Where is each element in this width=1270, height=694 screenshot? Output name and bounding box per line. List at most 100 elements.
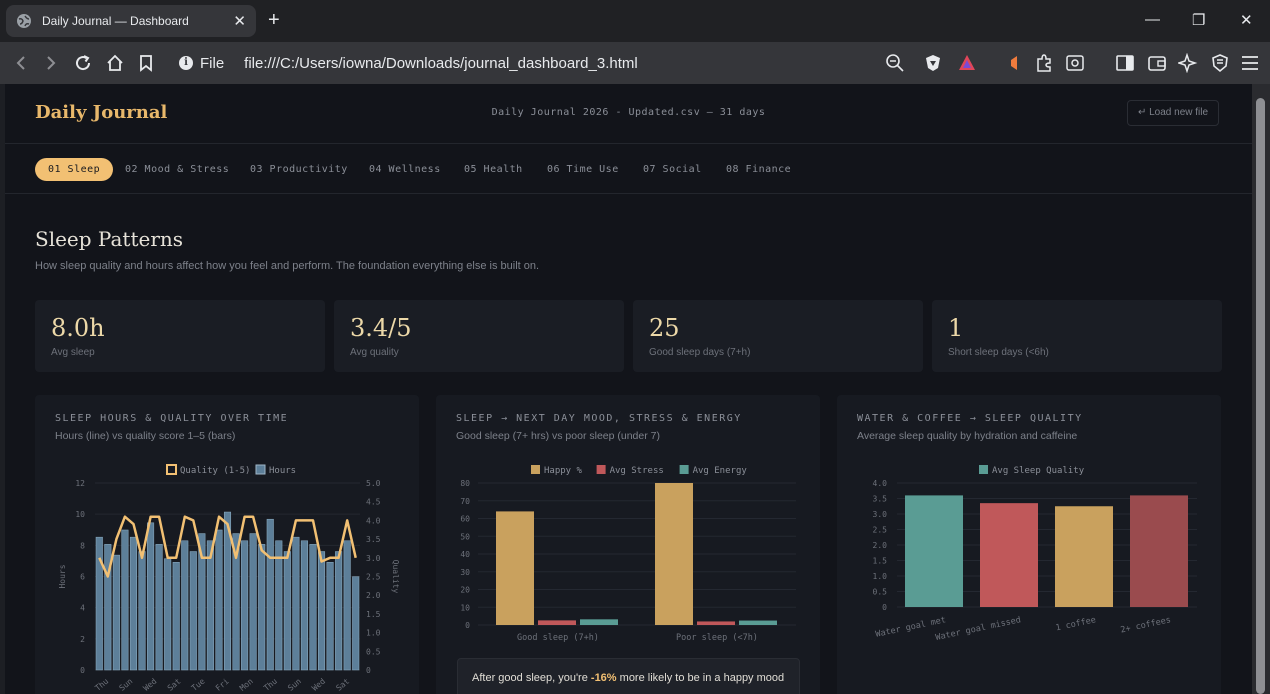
tab-finance[interactable]: 08 Finance: [726, 164, 792, 175]
page-header: Daily Journal Daily Journal 2026 - Updat…: [5, 84, 1252, 144]
wallet-icon[interactable]: [1147, 53, 1167, 73]
stat-value: 8.0h: [51, 314, 105, 342]
url-text[interactable]: file:///C:/Users/iowna/Downloads/journal…: [244, 54, 638, 72]
leo-ai-icon[interactable]: [1178, 53, 1198, 73]
quality-bar: [905, 495, 963, 607]
y-tick: 0: [882, 603, 887, 612]
quality-bar: [164, 558, 172, 671]
page-scrollbar[interactable]: [1252, 84, 1270, 694]
quality-bar: [343, 540, 351, 671]
load-file-button[interactable]: ↵ Load new file: [1127, 100, 1219, 126]
x-tick-label: Sun: [118, 677, 135, 693]
y-tick: 20: [460, 586, 470, 595]
quality-bar: [1130, 495, 1188, 607]
y-tick-left: 0: [80, 666, 85, 675]
back-icon[interactable]: [10, 52, 32, 74]
quality-bar: [335, 551, 343, 671]
quality-bar: [206, 540, 214, 671]
forward-icon[interactable]: [40, 52, 62, 74]
window-close-icon[interactable]: ✕: [1240, 12, 1253, 29]
next-day-mood-chart: Happy % Avg Stress Avg Energy 80 70 60 50 40 30 2…: [460, 465, 796, 643]
browser-tabbar: Daily Journal — Dashboard ✕ + — ❐ ✕: [0, 0, 1270, 42]
legend-label: Avg Energy: [693, 466, 748, 476]
browser-toolbar: i File file:///C:/Users/iowna/Downloads/…: [0, 42, 1270, 84]
menu-icon[interactable]: [1240, 53, 1260, 73]
tab-mood-stress[interactable]: 02 Mood & Stress: [125, 164, 230, 175]
tab-title: Daily Journal — Dashboard: [42, 14, 189, 28]
close-tab-icon[interactable]: ✕: [233, 13, 246, 30]
info-icon[interactable]: i: [179, 56, 193, 70]
quality-bar: [283, 551, 291, 671]
minimize-icon[interactable]: —: [1145, 11, 1160, 28]
stat-value: 3.4/5: [350, 314, 412, 342]
x-tick-label: Wed: [310, 677, 327, 693]
brave-rewards-icon[interactable]: [957, 53, 977, 73]
tab-productivity[interactable]: 03 Productivity: [250, 164, 348, 175]
sidebar-icon[interactable]: [1115, 53, 1135, 73]
quality-bar: [104, 544, 112, 671]
chart-subtitle: Good sleep (7+ hrs) vs poor sleep (under…: [456, 430, 660, 442]
home-icon[interactable]: [104, 52, 126, 74]
quality-bar: [326, 562, 334, 671]
quality-bar: [189, 551, 197, 671]
legend-label: Quality (1-5): [180, 466, 250, 476]
y-tick: 2.5: [873, 526, 888, 535]
insight-box: After good sleep, you're -16% more likel…: [457, 658, 800, 694]
brave-shield-icon[interactable]: [923, 53, 943, 73]
tab-social[interactable]: 07 Social: [643, 164, 702, 175]
x-tick-label: 2+ coffees: [1120, 615, 1172, 635]
quality-bar: [232, 533, 240, 671]
y-tick-left: 8: [80, 541, 85, 550]
quality-bar: [223, 511, 232, 671]
quality-bar: [112, 554, 120, 671]
quality-bar: [292, 536, 300, 671]
tab-health[interactable]: 05 Health: [464, 164, 523, 175]
scrollbar-thumb[interactable]: [1256, 98, 1265, 694]
new-tab-button[interactable]: +: [268, 9, 280, 31]
reload-icon[interactable]: [72, 52, 94, 74]
quality-bar: [95, 536, 103, 671]
y-tick: 40: [460, 550, 470, 559]
vpn-icon[interactable]: [1210, 53, 1230, 73]
section-title: Sleep Patterns: [35, 227, 184, 251]
tab-sleep[interactable]: 01 Sleep: [35, 158, 114, 181]
bar-happy-: [496, 511, 534, 625]
x-tick-label: Poor sleep (<7h): [676, 633, 758, 643]
water-coffee-chart: Avg Sleep Quality 4.0 3.5 3.0 2.5 2.0 1.5 1.0 0.…: [873, 465, 1197, 643]
chart-subtitle: Average sleep quality by hydration and c…: [857, 430, 1078, 442]
tab-time-use[interactable]: 06 Time Use: [547, 164, 619, 175]
stat-card-avg-sleep: 8.0h Avg sleep: [35, 300, 325, 372]
stat-label: Short sleep days (<6h): [948, 347, 1049, 358]
y-tick: 0.5: [873, 588, 888, 597]
x-tick-label: Thu: [93, 677, 110, 693]
quality-bar: [266, 518, 274, 671]
tab-wellness[interactable]: 04 Wellness: [369, 164, 441, 175]
y-tick: 0: [465, 621, 470, 630]
stat-label: Good sleep days (7+h): [649, 347, 751, 358]
puzzle-icon[interactable]: [1034, 53, 1054, 73]
y-tick-right: 2.0: [366, 591, 381, 600]
bookmark-icon[interactable]: [135, 52, 157, 74]
y-tick: 60: [460, 515, 470, 524]
y-tick-right: 3.0: [366, 554, 381, 563]
quality-bar: [980, 503, 1038, 607]
x-tick-label: Good sleep (7+h): [517, 633, 599, 643]
x-tick-label: Mon: [238, 677, 255, 693]
y-tick-right: 4.0: [366, 516, 381, 525]
insight-suffix: more likely to be in a happy mood: [616, 672, 785, 684]
stat-card-avg-quality: 3.4/5 Avg quality: [334, 300, 624, 372]
y-tick: 80: [460, 479, 470, 488]
restore-icon[interactable]: ❐: [1192, 12, 1206, 29]
reader-icon[interactable]: [1065, 53, 1085, 73]
quality-bar: [249, 533, 257, 671]
stat-card-short-sleep-days: 1 Short sleep days (<6h): [932, 300, 1222, 372]
zoom-out-icon[interactable]: [885, 53, 905, 73]
address-bar[interactable]: i File file:///C:/Users/iowna/Downloads/…: [170, 48, 910, 78]
chart-card-sleep-over-time: Quality (1-5) Hours 12 10 8 6 4 2 0 5.0 4.5 4.0 3.5 3…: [35, 395, 419, 694]
hours-line: [98, 515, 357, 578]
browser-tab[interactable]: Daily Journal — Dashboard ✕: [6, 5, 256, 37]
extension-icon[interactable]: [1005, 53, 1025, 73]
bar-avg-stress: [538, 620, 576, 625]
chart-card-next-day-mood: Happy % Avg Stress Avg Energy 80 70 60 50 40 30 2…: [436, 395, 820, 694]
quality-bar: [172, 562, 180, 671]
